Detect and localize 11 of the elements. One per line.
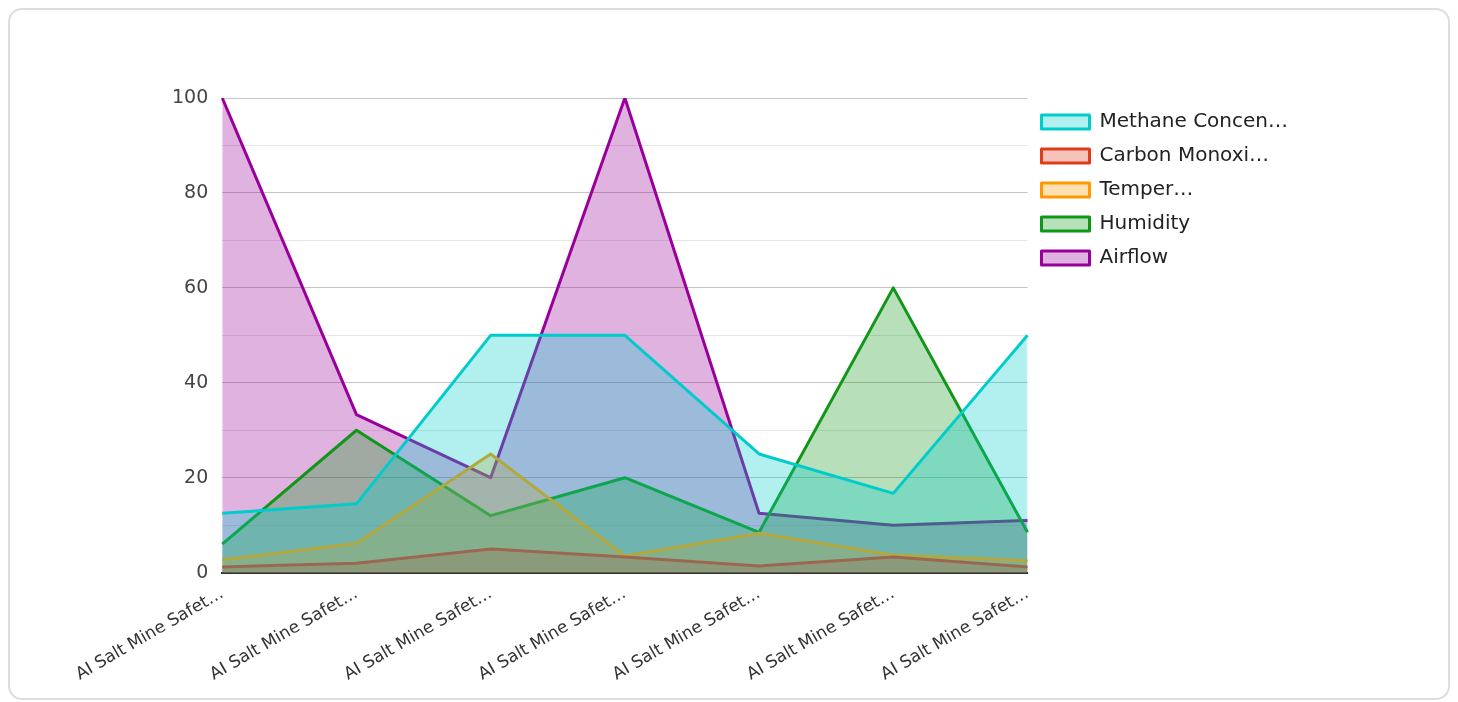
legend-label: Methane Concen… (1099, 108, 1289, 133)
legend-label: Airflow (1099, 244, 1169, 269)
y-tick-label: 40 (184, 369, 209, 392)
legend-label: Carbon Monoxi… (1099, 142, 1270, 167)
y-tick-label: 80 (184, 179, 209, 202)
y-tick-label: 20 (184, 464, 209, 487)
legend-label: Temper… (1098, 176, 1194, 201)
legend-label: Humidity (1099, 210, 1191, 235)
y-tick-label: 0 (196, 559, 209, 582)
y-tick-label: 60 (184, 274, 209, 297)
y-tick-label: 100 (172, 84, 209, 107)
